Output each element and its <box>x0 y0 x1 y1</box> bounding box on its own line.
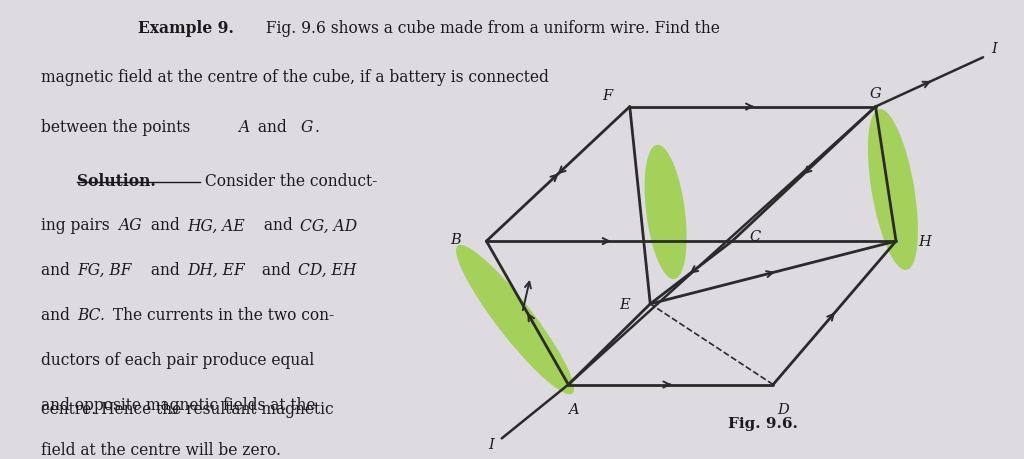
Text: A: A <box>239 118 250 135</box>
Text: Fig. 9.6 shows a cube made from a uniform wire. Find the: Fig. 9.6 shows a cube made from a unifor… <box>261 20 720 37</box>
Text: C: C <box>750 229 760 243</box>
Text: CG, AD: CG, AD <box>300 217 357 234</box>
Text: F: F <box>602 89 612 103</box>
Text: A: A <box>568 403 579 416</box>
Text: and: and <box>253 118 292 135</box>
Text: HG, AE: HG, AE <box>187 217 245 234</box>
Text: and: and <box>146 262 185 279</box>
Text: and: and <box>257 262 296 279</box>
Text: and: and <box>41 262 75 279</box>
Text: ductors of each pair produce equal: ductors of each pair produce equal <box>41 351 314 368</box>
Text: BC.: BC. <box>77 307 104 324</box>
Text: Example 9.: Example 9. <box>138 20 234 37</box>
Ellipse shape <box>644 146 687 280</box>
Text: E: E <box>620 297 630 311</box>
Text: and: and <box>41 307 75 324</box>
Text: .: . <box>314 118 319 135</box>
Text: magnetic field at the centre of the cube, if a battery is connected: magnetic field at the centre of the cube… <box>41 69 549 86</box>
Text: DH, EF: DH, EF <box>187 262 245 279</box>
Text: between the points: between the points <box>41 118 196 135</box>
Text: CD, EH: CD, EH <box>298 262 356 279</box>
Text: and: and <box>146 217 185 234</box>
Text: FG, BF: FG, BF <box>77 262 131 279</box>
Text: H: H <box>919 235 931 248</box>
Ellipse shape <box>456 246 574 394</box>
Text: G: G <box>301 118 313 135</box>
Text: I: I <box>488 437 495 452</box>
Ellipse shape <box>868 110 918 270</box>
Text: field at the centre will be zero.: field at the centre will be zero. <box>41 441 281 458</box>
Text: B: B <box>451 232 461 246</box>
Text: AG: AG <box>118 217 141 234</box>
Text: and: and <box>259 217 298 234</box>
Text: Solution.: Solution. <box>77 172 156 189</box>
Text: Fig. 9.6.: Fig. 9.6. <box>728 416 798 431</box>
Text: G: G <box>869 87 882 101</box>
Text: Consider the conduct-: Consider the conduct- <box>200 172 377 189</box>
Text: centre. Hence the resultant magnetic: centre. Hence the resultant magnetic <box>41 400 334 417</box>
Text: D: D <box>777 403 790 416</box>
Text: The currents in the two con-: The currents in the two con- <box>108 307 334 324</box>
Text: and opposite magnetic fields at the: and opposite magnetic fields at the <box>41 396 315 413</box>
Text: ing pairs: ing pairs <box>41 217 115 234</box>
Text: I: I <box>991 42 997 56</box>
